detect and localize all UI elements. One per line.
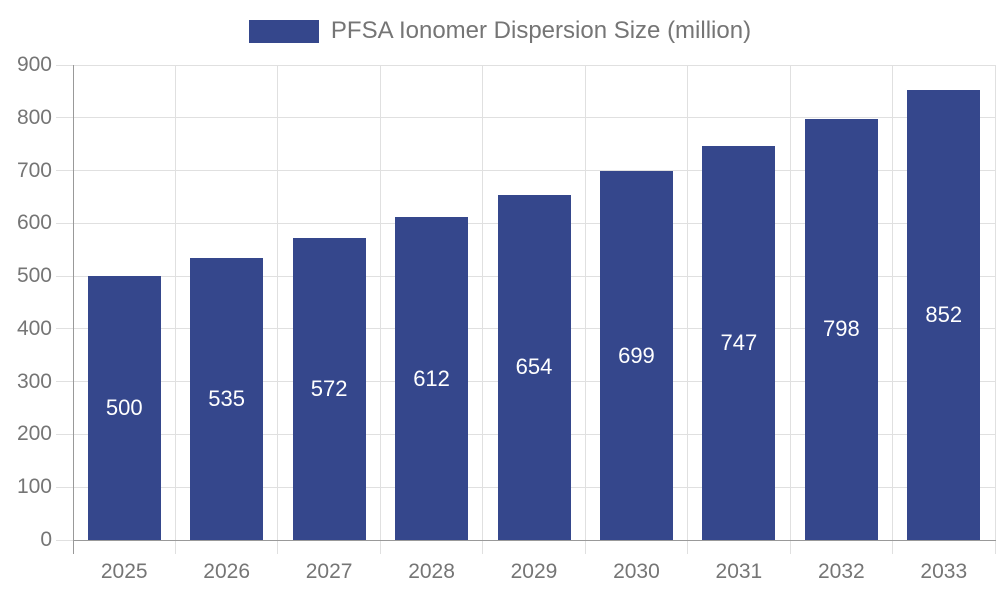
x-axis-tick-label: 2025 bbox=[100, 560, 148, 583]
bar-value-label: 699 bbox=[618, 342, 655, 368]
bar-2033 bbox=[907, 90, 981, 540]
gridline-vertical bbox=[482, 65, 484, 540]
gridline-vertical bbox=[789, 65, 791, 540]
x-axis-tick bbox=[584, 540, 586, 554]
bar-2029 bbox=[497, 194, 571, 540]
y-axis-tick-label: 900 bbox=[16, 53, 52, 76]
legend-label: PFSA Ionomer Dispersion Size (million) bbox=[330, 17, 752, 44]
bar-value-label: 852 bbox=[925, 302, 963, 328]
y-axis-tick-label: 100 bbox=[16, 475, 52, 499]
bar-value-label: 572 bbox=[310, 376, 348, 402]
chart-legend[interactable]: PFSA Ionomer Dispersion Size (million) bbox=[0, 19, 1000, 43]
bar-value-label: 612 bbox=[413, 365, 450, 391]
x-axis-tick bbox=[277, 540, 279, 554]
gridline-vertical bbox=[379, 65, 381, 540]
bar-2027 bbox=[292, 238, 366, 540]
bar-2028 bbox=[395, 217, 469, 540]
y-axis-tick-label: 300 bbox=[16, 369, 52, 393]
gridline-horizontal bbox=[56, 64, 995, 66]
bar-value-label: 500 bbox=[105, 395, 143, 421]
bar-value-label: 798 bbox=[822, 316, 860, 342]
bar-2032 bbox=[804, 118, 878, 540]
gridline-vertical bbox=[174, 65, 176, 540]
bar-2025 bbox=[87, 276, 161, 540]
y-axis-line bbox=[72, 65, 74, 554]
y-axis-tick-label: 600 bbox=[16, 211, 52, 235]
bar-2030 bbox=[599, 171, 673, 540]
x-axis-tick-label: 2026 bbox=[203, 560, 251, 583]
x-axis-tick bbox=[687, 540, 689, 554]
bar-2031 bbox=[702, 145, 776, 540]
gridline-horizontal bbox=[56, 117, 995, 119]
gridline-horizontal bbox=[56, 170, 995, 172]
x-axis-tick-label: 2031 bbox=[715, 560, 763, 583]
gridline-vertical bbox=[584, 65, 586, 540]
bar-value-label: 535 bbox=[208, 385, 246, 411]
x-axis-tick bbox=[174, 540, 176, 554]
x-axis-tick bbox=[482, 540, 484, 554]
legend-swatch-icon bbox=[248, 19, 319, 43]
x-axis-tick bbox=[789, 540, 791, 554]
y-axis-tick-label: 0 bbox=[40, 528, 52, 551]
x-axis-tick-label: 2029 bbox=[510, 560, 558, 583]
x-axis-tick-label: 2027 bbox=[305, 560, 353, 583]
bar-value-label: 654 bbox=[515, 354, 553, 380]
x-axis-line bbox=[72, 539, 996, 541]
bar-value-label: 747 bbox=[720, 329, 758, 355]
gridline-vertical bbox=[277, 65, 279, 540]
y-axis-tick-label: 700 bbox=[16, 158, 52, 182]
y-axis-tick bbox=[56, 539, 73, 541]
y-axis-tick-label: 800 bbox=[16, 105, 52, 129]
y-axis-tick-label: 400 bbox=[16, 316, 52, 340]
gridline-vertical bbox=[892, 65, 894, 540]
gridline-vertical bbox=[687, 65, 689, 540]
gridline-vertical bbox=[994, 65, 996, 540]
y-axis-tick-label: 200 bbox=[16, 422, 52, 446]
x-axis-tick-label: 2032 bbox=[817, 560, 865, 583]
x-axis-tick bbox=[892, 540, 894, 554]
x-axis-tick bbox=[994, 540, 996, 554]
x-axis-tick-label: 2028 bbox=[408, 560, 455, 583]
x-axis-tick-label: 2033 bbox=[920, 560, 968, 583]
bar-2026 bbox=[190, 257, 264, 540]
x-axis-tick-label: 2030 bbox=[613, 560, 660, 583]
x-axis-tick bbox=[379, 540, 381, 554]
y-axis-tick-label: 500 bbox=[16, 264, 52, 288]
